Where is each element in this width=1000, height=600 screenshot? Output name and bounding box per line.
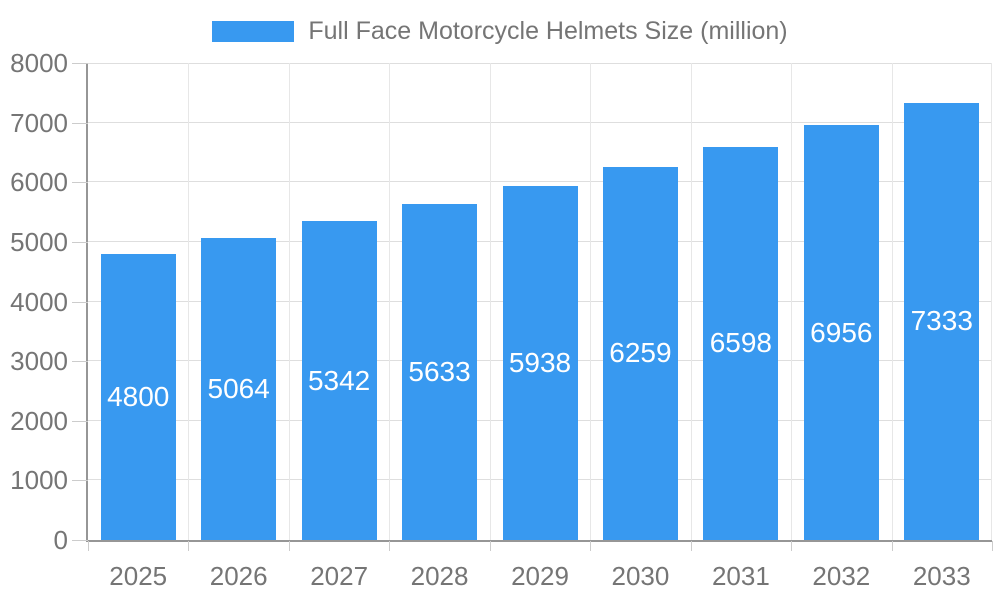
y-axis-label: 8000 [10, 48, 68, 78]
x-axis-tick [288, 541, 290, 551]
y-axis-tick [72, 241, 88, 243]
bar-value-label: 6956 [810, 316, 873, 348]
legend-label: Full Face Motorcycle Helmets Size (milli… [308, 16, 788, 45]
y-axis-tick [72, 301, 88, 303]
x-axis-label: 2032 [812, 561, 871, 591]
gridline-vertical [892, 63, 893, 540]
x-axis-tick [791, 541, 793, 551]
legend-swatch [212, 20, 295, 42]
y-axis-label: 4000 [10, 286, 68, 317]
bar-2032[interactable]: 6956 [803, 125, 879, 540]
y-axis-label: 6000 [10, 167, 68, 198]
bar-2033[interactable]: 7333 [904, 102, 980, 540]
bar-value-label: 5633 [408, 356, 471, 388]
gridline-vertical [691, 63, 692, 540]
y-axis-label: 7000 [10, 107, 68, 138]
bar-2031[interactable]: 6598 [703, 146, 779, 540]
bar-2027[interactable]: 5342 [301, 221, 377, 540]
bar-value-label: 7333 [910, 305, 973, 337]
gridline-vertical [289, 63, 290, 540]
y-axis-tick [72, 420, 88, 422]
gridline-vertical [590, 63, 591, 540]
y-axis-label: 1000 [10, 465, 68, 496]
gridline-vertical [991, 63, 992, 540]
x-axis-label: 2033 [912, 561, 971, 591]
gridline-vertical [490, 63, 491, 540]
plot-area: 4800 5064 5342 5633 5938 6259 6598 6956 7333 [86, 63, 992, 542]
y-axis-tick [72, 122, 88, 124]
bar-value-label: 6598 [709, 327, 773, 359]
gridline-horizontal [88, 181, 992, 183]
gridline-horizontal [88, 121, 992, 123]
bar-value-label: 6259 [609, 337, 672, 369]
y-axis-tick [72, 540, 88, 541]
bar-2030[interactable]: 6259 [602, 166, 678, 540]
gridline-horizontal [88, 63, 992, 64]
x-axis-tick [188, 541, 190, 551]
x-axis-tick [88, 541, 89, 551]
x-axis-tick [690, 541, 692, 551]
x-axis-label: 2031 [711, 561, 770, 591]
x-axis-tick [590, 541, 592, 551]
bar-2029[interactable]: 5938 [502, 185, 578, 540]
y-axis-tick [72, 480, 88, 482]
bar-2028[interactable]: 5633 [402, 204, 478, 540]
gridline-vertical [389, 63, 390, 540]
gridline-vertical [791, 63, 792, 540]
y-axis-label: 2000 [10, 405, 68, 436]
x-axis-label: 2026 [209, 561, 268, 591]
y-axis-tick [72, 63, 88, 64]
x-axis-tick [389, 541, 391, 551]
bar-value-label: 5938 [508, 346, 572, 378]
x-axis-label: 2028 [410, 561, 469, 591]
y-axis-tick [72, 182, 88, 184]
x-axis-label: 2025 [109, 561, 168, 591]
legend[interactable]: Full Face Motorcycle Helmets Size (milli… [0, 14, 1000, 48]
bar-2026[interactable]: 5064 [201, 238, 277, 540]
x-axis-label: 2027 [310, 561, 369, 591]
bar-value-label: 5342 [307, 364, 371, 396]
bar-2025[interactable]: 4800 [100, 253, 176, 540]
x-axis-tick [992, 541, 993, 551]
x-axis-tick [489, 541, 491, 551]
x-axis-label: 2030 [611, 561, 670, 591]
y-axis-tick [72, 361, 88, 363]
x-axis-label: 2029 [511, 561, 569, 591]
y-axis-label: 0 [53, 525, 68, 555]
bar-value-label: 5064 [207, 373, 270, 405]
bar-value-label: 4800 [107, 380, 170, 412]
x-axis-tick [891, 541, 893, 551]
y-axis-label: 5000 [10, 226, 68, 257]
y-axis-label: 3000 [10, 346, 68, 377]
gridline-vertical [188, 63, 189, 540]
